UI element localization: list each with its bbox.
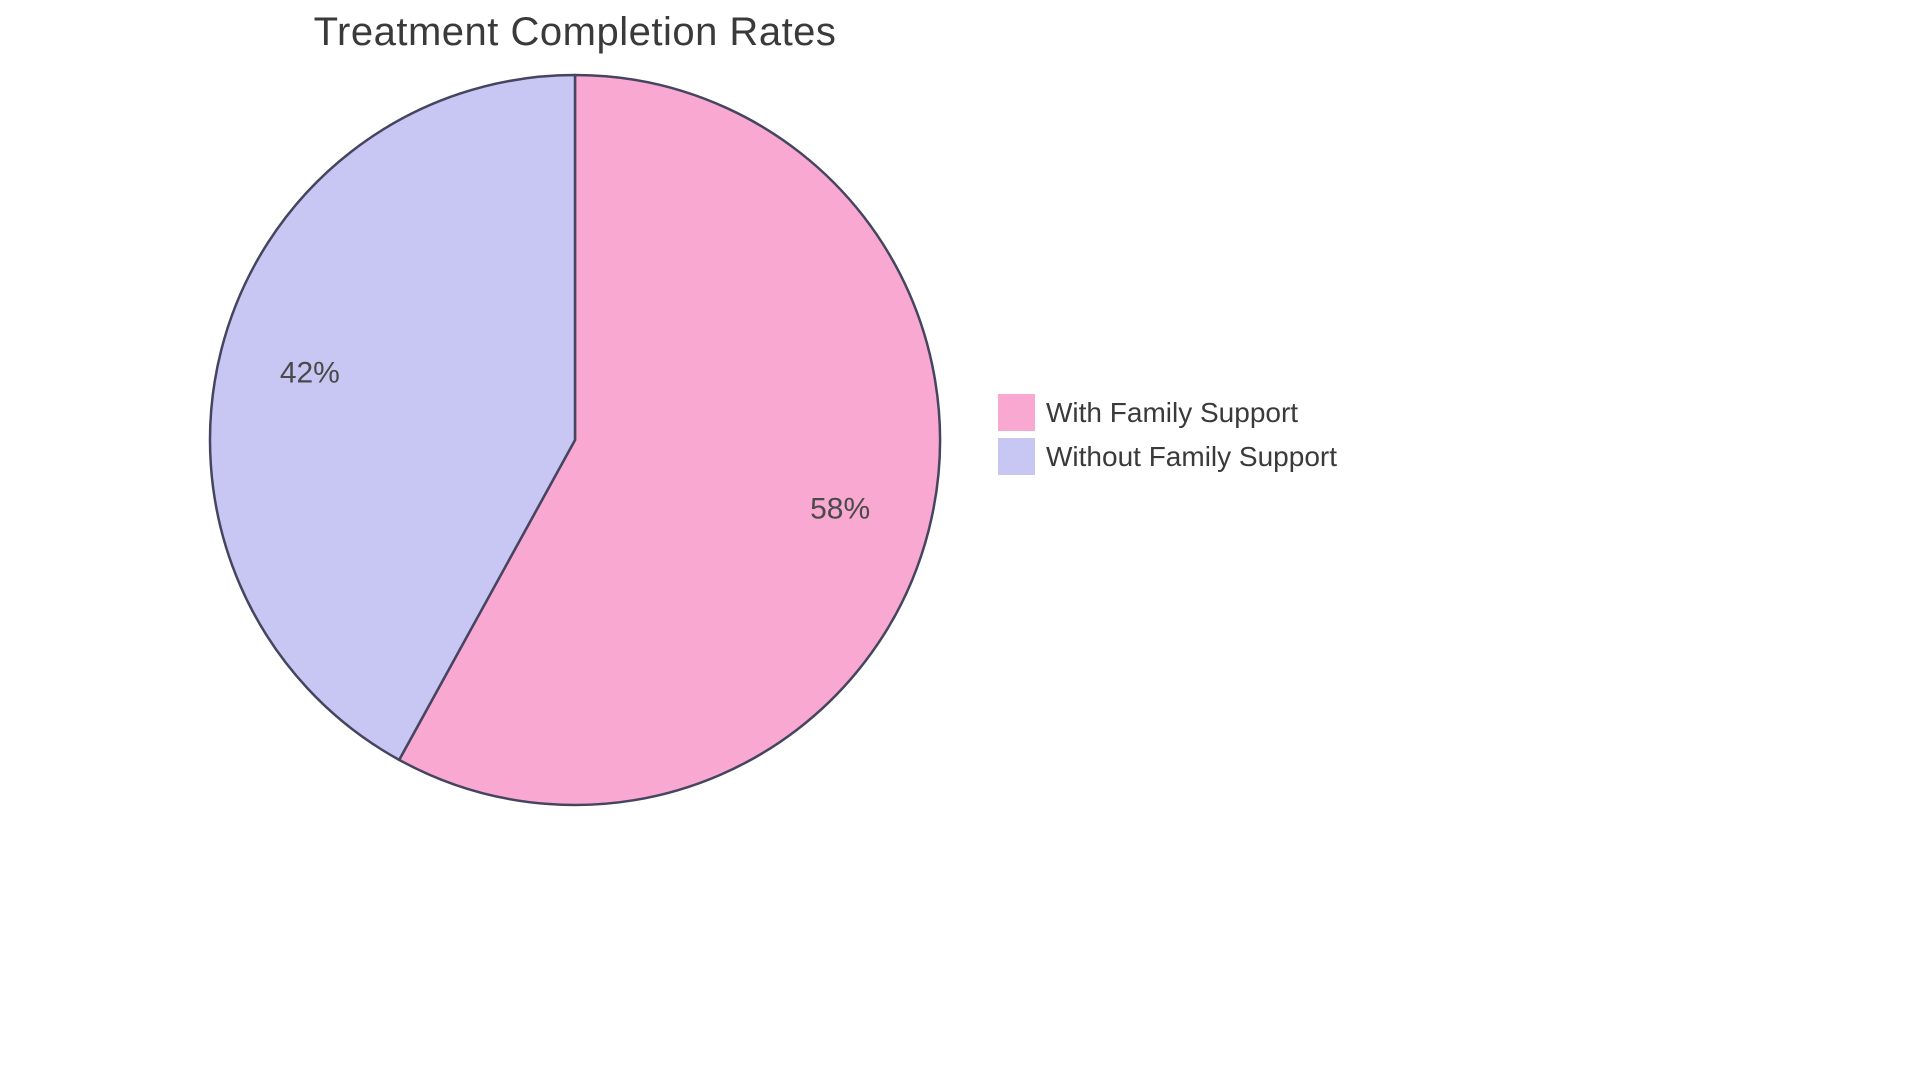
legend-label: Without Family Support — [1046, 440, 1337, 472]
legend-swatch — [998, 438, 1035, 475]
legend-swatch — [998, 394, 1035, 431]
slice-percentage-label: 58% — [810, 493, 870, 526]
pie-slice-1 — [208, 73, 577, 762]
slice-percentage-label: 42% — [280, 356, 340, 389]
legend-item: With Family Support — [998, 394, 1337, 431]
pie-slice-0 — [397, 73, 942, 807]
legend-item: Without Family Support — [998, 438, 1337, 475]
legend-label: With Family Support — [1046, 396, 1299, 428]
legend: With Family Support Without Family Suppor… — [998, 394, 1337, 475]
chart-title: Treatment Completion Rates — [313, 10, 837, 54]
